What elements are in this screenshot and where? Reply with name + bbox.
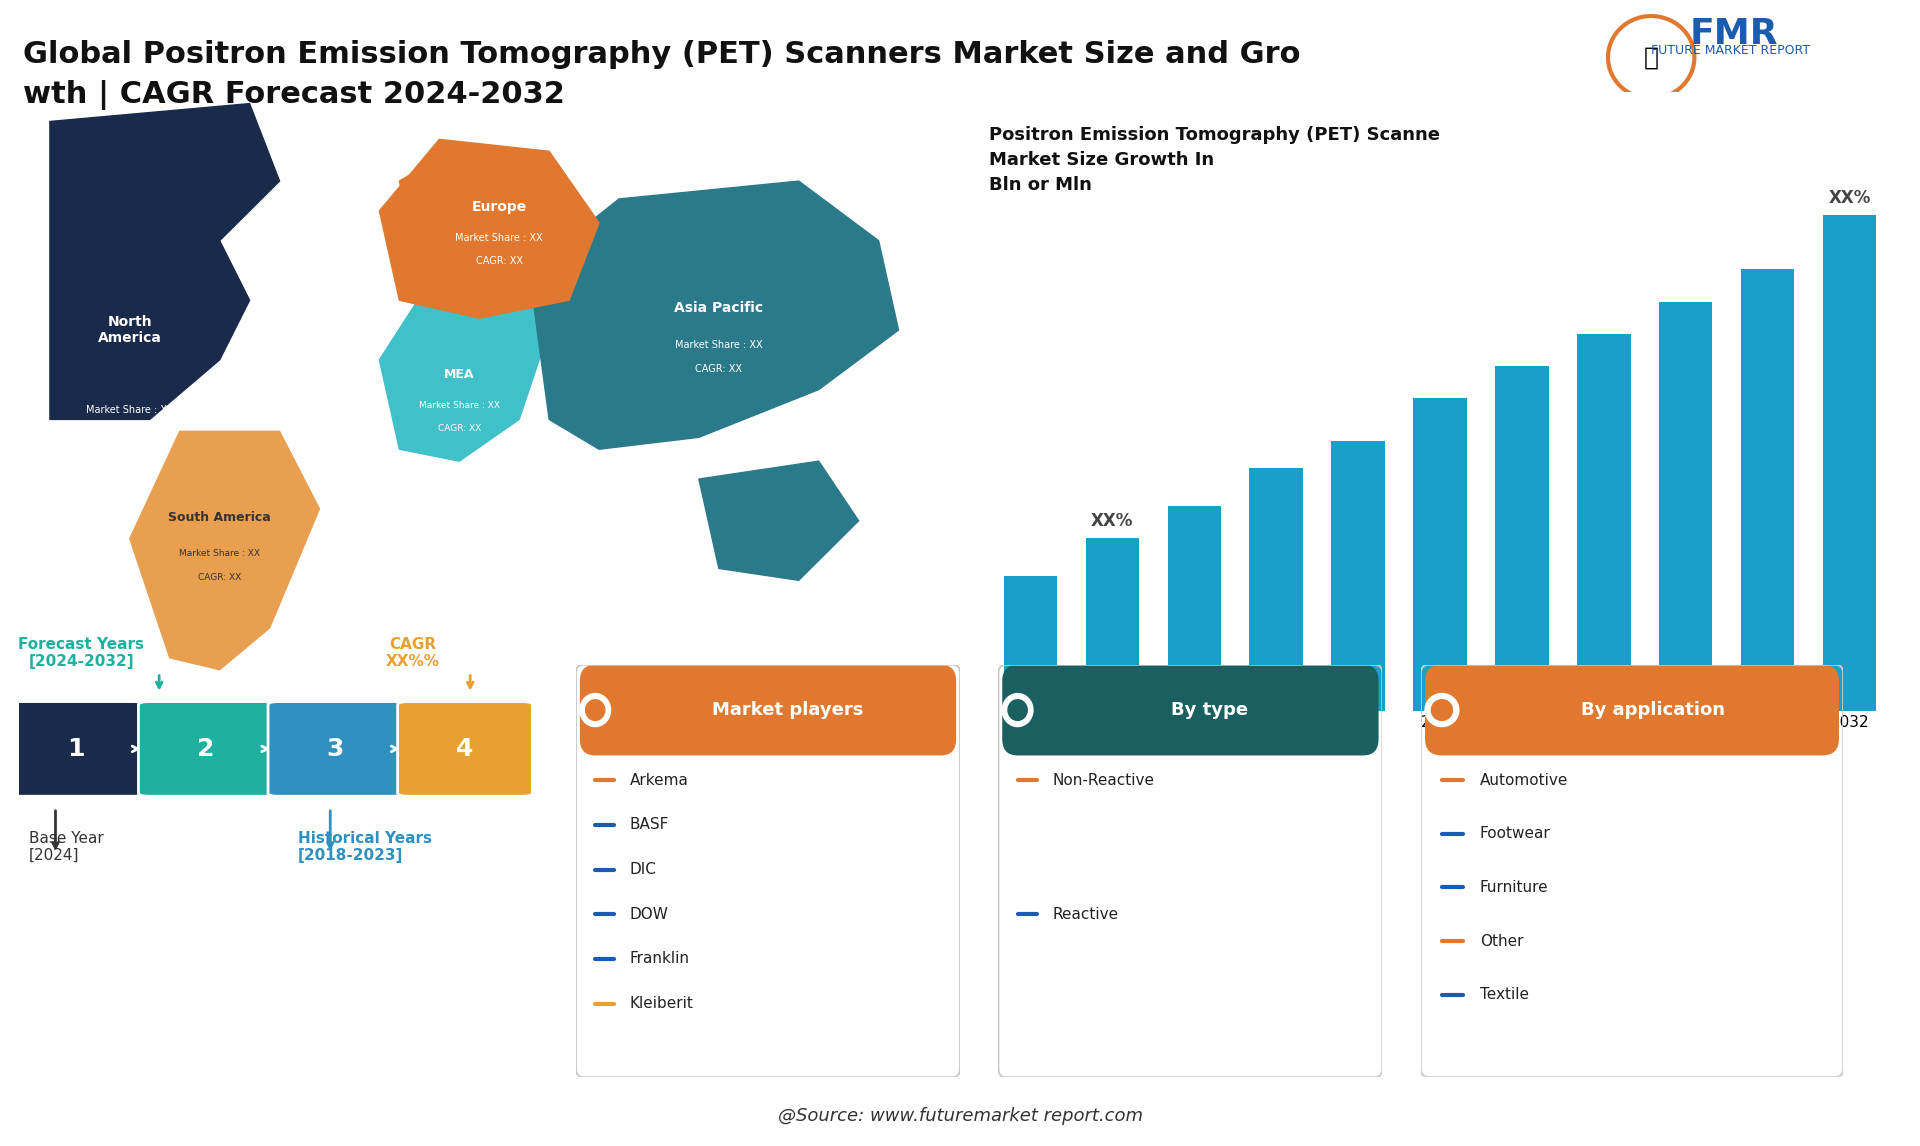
Polygon shape xyxy=(380,270,549,461)
Polygon shape xyxy=(50,103,280,419)
Text: Market players: Market players xyxy=(712,701,862,719)
Circle shape xyxy=(1002,693,1033,727)
Text: BASF: BASF xyxy=(630,817,670,832)
Text: Europe: Europe xyxy=(472,199,526,214)
Circle shape xyxy=(1008,700,1027,721)
FancyBboxPatch shape xyxy=(1002,665,1379,755)
Bar xyxy=(1250,469,1304,711)
Text: wth | CAGR Forecast 2024-2032: wth | CAGR Forecast 2024-2032 xyxy=(23,80,564,110)
Polygon shape xyxy=(699,461,858,580)
Text: CAGR: XX: CAGR: XX xyxy=(438,424,480,433)
Text: 1: 1 xyxy=(67,737,84,761)
Bar xyxy=(1413,399,1467,711)
Polygon shape xyxy=(399,151,580,282)
Text: Market Share : XX: Market Share : XX xyxy=(455,233,543,243)
Text: CAGR: XX: CAGR: XX xyxy=(198,573,242,582)
Text: Other: Other xyxy=(1480,934,1523,949)
Text: Positron Emission Tomography (PET) Scanne
Market Size Growth In
Bln or Mln: Positron Emission Tomography (PET) Scann… xyxy=(989,126,1440,195)
Text: Furniture: Furniture xyxy=(1480,880,1549,895)
Text: Base Year
[2024]: Base Year [2024] xyxy=(29,831,104,863)
FancyBboxPatch shape xyxy=(10,701,144,796)
Text: @Source: www.futuremarket report.com: @Source: www.futuremarket report.com xyxy=(778,1107,1142,1125)
Text: South America: South America xyxy=(169,511,271,524)
Text: MEA: MEA xyxy=(444,368,474,380)
Text: Historical Years
[2018-2023]: Historical Years [2018-2023] xyxy=(298,831,432,863)
Text: 🔭: 🔭 xyxy=(1644,46,1659,69)
Text: DIC: DIC xyxy=(630,862,657,877)
Text: Market Share : XX: Market Share : XX xyxy=(86,406,173,416)
Text: CAGR: XX: CAGR: XX xyxy=(695,363,743,374)
Bar xyxy=(1824,215,1876,711)
Bar xyxy=(1331,441,1384,711)
Text: Arkema: Arkema xyxy=(630,772,689,787)
Polygon shape xyxy=(530,181,899,449)
Circle shape xyxy=(580,693,611,727)
Circle shape xyxy=(1430,700,1452,721)
Text: Reactive: Reactive xyxy=(1052,906,1117,921)
Polygon shape xyxy=(380,140,599,319)
FancyBboxPatch shape xyxy=(269,701,403,796)
Text: XX%: XX% xyxy=(1828,189,1870,207)
Text: Global Positron Emission Tomography (PET) Scanners Market Size and Gro: Global Positron Emission Tomography (PET… xyxy=(23,40,1300,69)
Text: DOW: DOW xyxy=(630,906,668,921)
Polygon shape xyxy=(131,431,319,669)
Bar xyxy=(1659,301,1713,711)
Text: FMR: FMR xyxy=(1690,17,1778,52)
Circle shape xyxy=(1425,693,1459,727)
Text: FUTURE MARKET REPORT: FUTURE MARKET REPORT xyxy=(1651,44,1811,56)
Bar xyxy=(1741,269,1795,711)
Text: Market Share : XX: Market Share : XX xyxy=(676,340,762,350)
Text: XX%: XX% xyxy=(1091,512,1133,531)
Text: 3: 3 xyxy=(326,737,344,761)
Text: 2: 2 xyxy=(198,737,215,761)
Text: Non-Reactive: Non-Reactive xyxy=(1052,772,1154,787)
Bar xyxy=(1167,507,1221,711)
Text: North
America: North America xyxy=(98,315,161,345)
Text: Market Share : XX: Market Share : XX xyxy=(419,400,499,409)
Bar xyxy=(1576,333,1630,711)
Text: Forecast Years
[2024-2032]: Forecast Years [2024-2032] xyxy=(19,637,144,669)
Text: 4: 4 xyxy=(457,737,474,761)
Text: Textile: Textile xyxy=(1480,987,1528,1003)
Text: CAGR: XX: CAGR: XX xyxy=(106,430,154,439)
FancyBboxPatch shape xyxy=(580,665,956,755)
Text: CAGR
XX%%: CAGR XX%% xyxy=(386,637,440,669)
FancyBboxPatch shape xyxy=(138,701,273,796)
Bar xyxy=(1496,366,1549,711)
Text: Kleiberit: Kleiberit xyxy=(630,996,693,1011)
Bar xyxy=(1085,539,1139,711)
Text: CAGR: XX: CAGR: XX xyxy=(476,257,522,267)
Text: Asia Pacific: Asia Pacific xyxy=(674,301,764,315)
Text: Franklin: Franklin xyxy=(630,951,689,966)
Text: Market Share : XX: Market Share : XX xyxy=(179,549,259,558)
FancyBboxPatch shape xyxy=(1425,665,1839,755)
Circle shape xyxy=(586,700,605,721)
FancyBboxPatch shape xyxy=(397,701,532,796)
Text: By type: By type xyxy=(1171,701,1248,719)
Bar xyxy=(1004,576,1056,711)
Text: By application: By application xyxy=(1580,701,1724,719)
Text: Footwear: Footwear xyxy=(1480,826,1551,841)
Text: Automotive: Automotive xyxy=(1480,772,1569,787)
